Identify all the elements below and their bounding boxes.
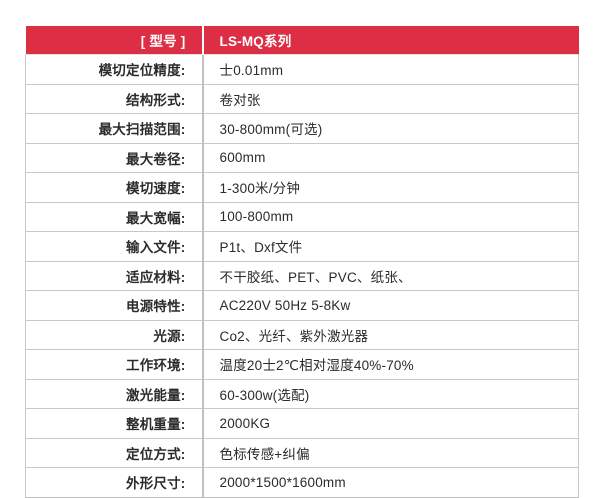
spec-label-cell: 光源: xyxy=(25,319,204,350)
table-row: 定位方式: 色标传感+纠偏 xyxy=(25,437,579,468)
table-body: 模切定位精度: 士0.01mm 结构形式: 卷对张 最大扫描范围: 30-800mm(可选… xyxy=(25,54,579,498)
spec-label-cell: 模切速度: xyxy=(25,172,204,203)
spec-value-cell: 色标传感+纠偏 xyxy=(202,437,579,468)
spec-value-cell: 30-800mm(可选) xyxy=(202,113,579,144)
spec-value-cell: 士0.01mm xyxy=(202,54,579,85)
spec-label-cell: 模切定位精度: xyxy=(25,54,204,85)
header-model-label: [ 型号 ] xyxy=(25,26,204,55)
table-header-row: [ 型号 ] LS-MQ系列 xyxy=(25,26,579,55)
table-row: 结构形式: 卷对张 xyxy=(25,83,579,114)
table-row: 最大扫描范围: 30-800mm(可选) xyxy=(25,113,579,144)
spec-value-cell: 不干胶纸、PET、PVC、纸张、 xyxy=(202,260,579,291)
spec-label-cell: 工作环境: xyxy=(25,349,204,380)
spec-label-cell: 最大卷径: xyxy=(25,142,204,173)
spec-value-cell: Co2、光纤、紫外激光器 xyxy=(202,319,579,350)
table-row: 工作环境: 温度20士2℃相对湿度40%-70% xyxy=(25,349,579,380)
spec-value-cell: 温度20士2℃相对湿度40%-70% xyxy=(202,349,579,380)
spec-value-cell: P1t、Dxf文件 xyxy=(202,231,579,262)
table-row: 模切速度: 1-300米/分钟 xyxy=(25,172,579,203)
table-row: 最大卷径: 600mm xyxy=(25,142,579,173)
spec-value-cell: 1-300米/分钟 xyxy=(202,172,579,203)
table-row: 光源: Co2、光纤、紫外激光器 xyxy=(25,319,579,350)
table-header: [ 型号 ] LS-MQ系列 xyxy=(25,26,579,55)
spec-label-cell: 最大宽幅: xyxy=(25,201,204,232)
spec-value-cell: AC220V 50Hz 5-8Kw xyxy=(202,290,579,321)
spec-label-cell: 整机重量: xyxy=(25,408,204,439)
spec-value-cell: 2000KG xyxy=(202,408,579,439)
spec-label-cell: 输入文件: xyxy=(25,231,204,262)
specification-table: [ 型号 ] LS-MQ系列 模切定位精度: 士0.01mm 结构形式: 卷对张 最大扫… xyxy=(25,26,579,498)
table-row: 激光能量: 60-300w(选配) xyxy=(25,378,579,409)
spec-label-cell: 定位方式: xyxy=(25,437,204,468)
spec-label-cell: 电源特性: xyxy=(25,290,204,321)
spec-value-cell: 100-800mm xyxy=(202,201,579,232)
table-row: 模切定位精度: 士0.01mm xyxy=(25,54,579,85)
table-row: 电源特性: AC220V 50Hz 5-8Kw xyxy=(25,290,579,321)
spec-label-cell: 适应材料: xyxy=(25,260,204,291)
table-row: 输入文件: P1t、Dxf文件 xyxy=(25,231,579,262)
specification-table-container: [ 型号 ] LS-MQ系列 模切定位精度: 士0.01mm 结构形式: 卷对张 最大扫… xyxy=(25,26,579,498)
spec-label-cell: 最大扫描范围: xyxy=(25,113,204,144)
spec-label-cell: 结构形式: xyxy=(25,83,204,114)
spec-label-cell: 激光能量: xyxy=(25,378,204,409)
table-row: 整机重量: 2000KG xyxy=(25,408,579,439)
header-model-value: LS-MQ系列 xyxy=(202,26,579,55)
spec-value-cell: 卷对张 xyxy=(202,83,579,114)
spec-value-cell: 60-300w(选配) xyxy=(202,378,579,409)
table-row: 适应材料: 不干胶纸、PET、PVC、纸张、 xyxy=(25,260,579,291)
table-row: 最大宽幅: 100-800mm xyxy=(25,201,579,232)
spec-value-cell: 600mm xyxy=(202,142,579,173)
